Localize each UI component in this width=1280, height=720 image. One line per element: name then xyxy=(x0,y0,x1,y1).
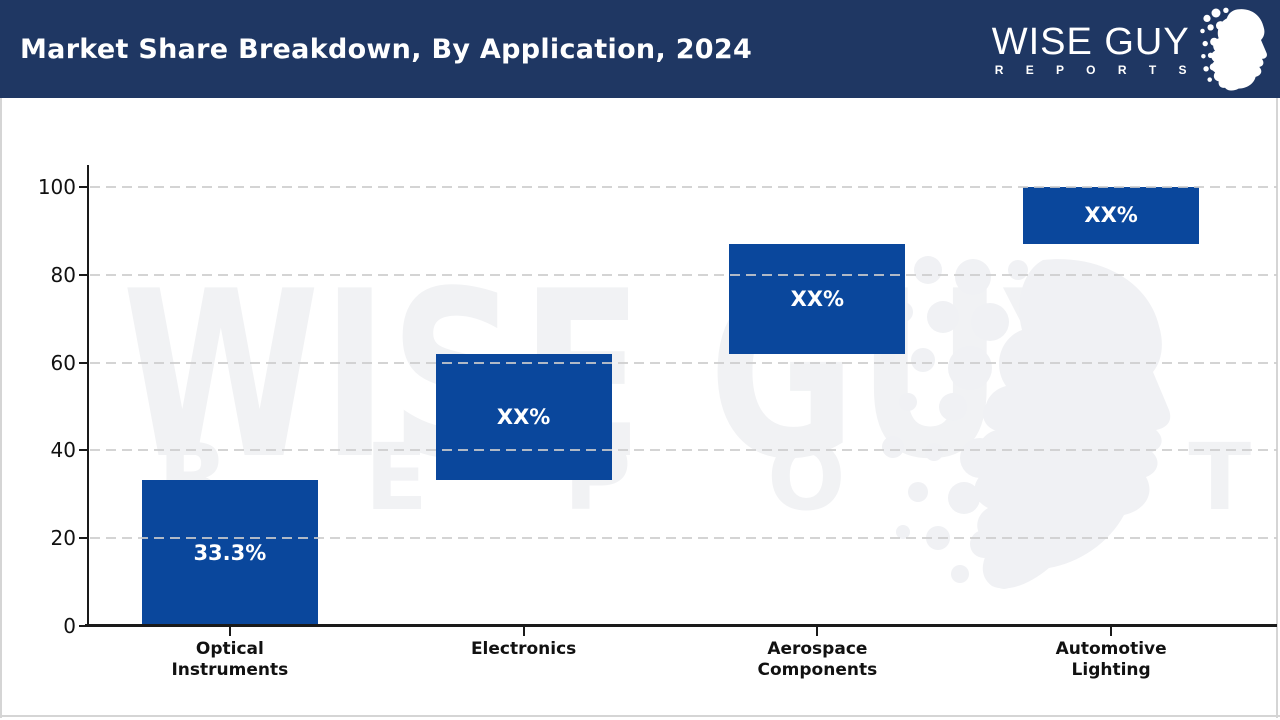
brand-head-icon xyxy=(1200,7,1267,91)
y-axis-tick xyxy=(79,449,88,452)
bar-value-label: XX% xyxy=(1084,203,1138,228)
header-bar: Market Share Breakdown, By Application, … xyxy=(0,0,1280,98)
chart-border-bottom xyxy=(0,715,1280,717)
y-axis-tick xyxy=(79,185,88,188)
chart-border-left xyxy=(0,98,2,718)
x-tick-label: Optical Instruments xyxy=(171,639,289,680)
x-tick-label: Automotive Lighting xyxy=(1055,639,1167,680)
bar: XX% xyxy=(729,244,906,354)
brand-logo: WISE GUY R E P O R T S xyxy=(992,4,1270,94)
x-tick-label: Aerospace Components xyxy=(757,639,878,680)
gridline xyxy=(90,185,1277,188)
brand-subtitle: R E P O R T S xyxy=(994,62,1196,77)
bar-value-label: XX% xyxy=(496,404,551,429)
x-axis-tick xyxy=(522,627,525,636)
x-tick-label: Electronics xyxy=(470,639,577,659)
y-axis-tick xyxy=(79,273,88,276)
y-tick-label: 0 xyxy=(63,614,76,638)
gridline xyxy=(90,273,1277,276)
y-axis-tick xyxy=(79,537,88,540)
x-axis-line xyxy=(85,624,1277,627)
watermark-head-icon xyxy=(881,256,1171,589)
x-axis-tick xyxy=(816,627,819,636)
gridline xyxy=(90,361,1277,364)
chart-border-right xyxy=(1276,98,1278,718)
gridline xyxy=(90,537,1277,540)
bar: 33.3% xyxy=(141,479,318,626)
y-axis-line xyxy=(87,165,89,627)
y-axis-tick xyxy=(79,625,88,627)
bar: XX% xyxy=(435,353,612,480)
x-axis-tick xyxy=(1110,627,1113,636)
bar: XX% xyxy=(1023,186,1200,244)
chart-title: Market Share Breakdown, By Application, … xyxy=(20,33,753,65)
brand-name: WISE GUY xyxy=(991,20,1190,63)
y-tick-label: 20 xyxy=(50,526,76,551)
x-axis-tick xyxy=(228,627,231,636)
y-axis-tick xyxy=(79,361,88,364)
y-tick-label: 40 xyxy=(50,438,76,463)
y-tick-label: 60 xyxy=(50,350,76,375)
brand-logo-text: WISE GUY R E P O R T S xyxy=(992,22,1196,77)
y-tick-label: 80 xyxy=(50,262,76,287)
gridline xyxy=(90,449,1277,452)
bar-value-label: 33.3% xyxy=(193,540,267,565)
y-tick-label: 100 xyxy=(37,174,76,199)
bar-value-label: XX% xyxy=(790,286,845,311)
